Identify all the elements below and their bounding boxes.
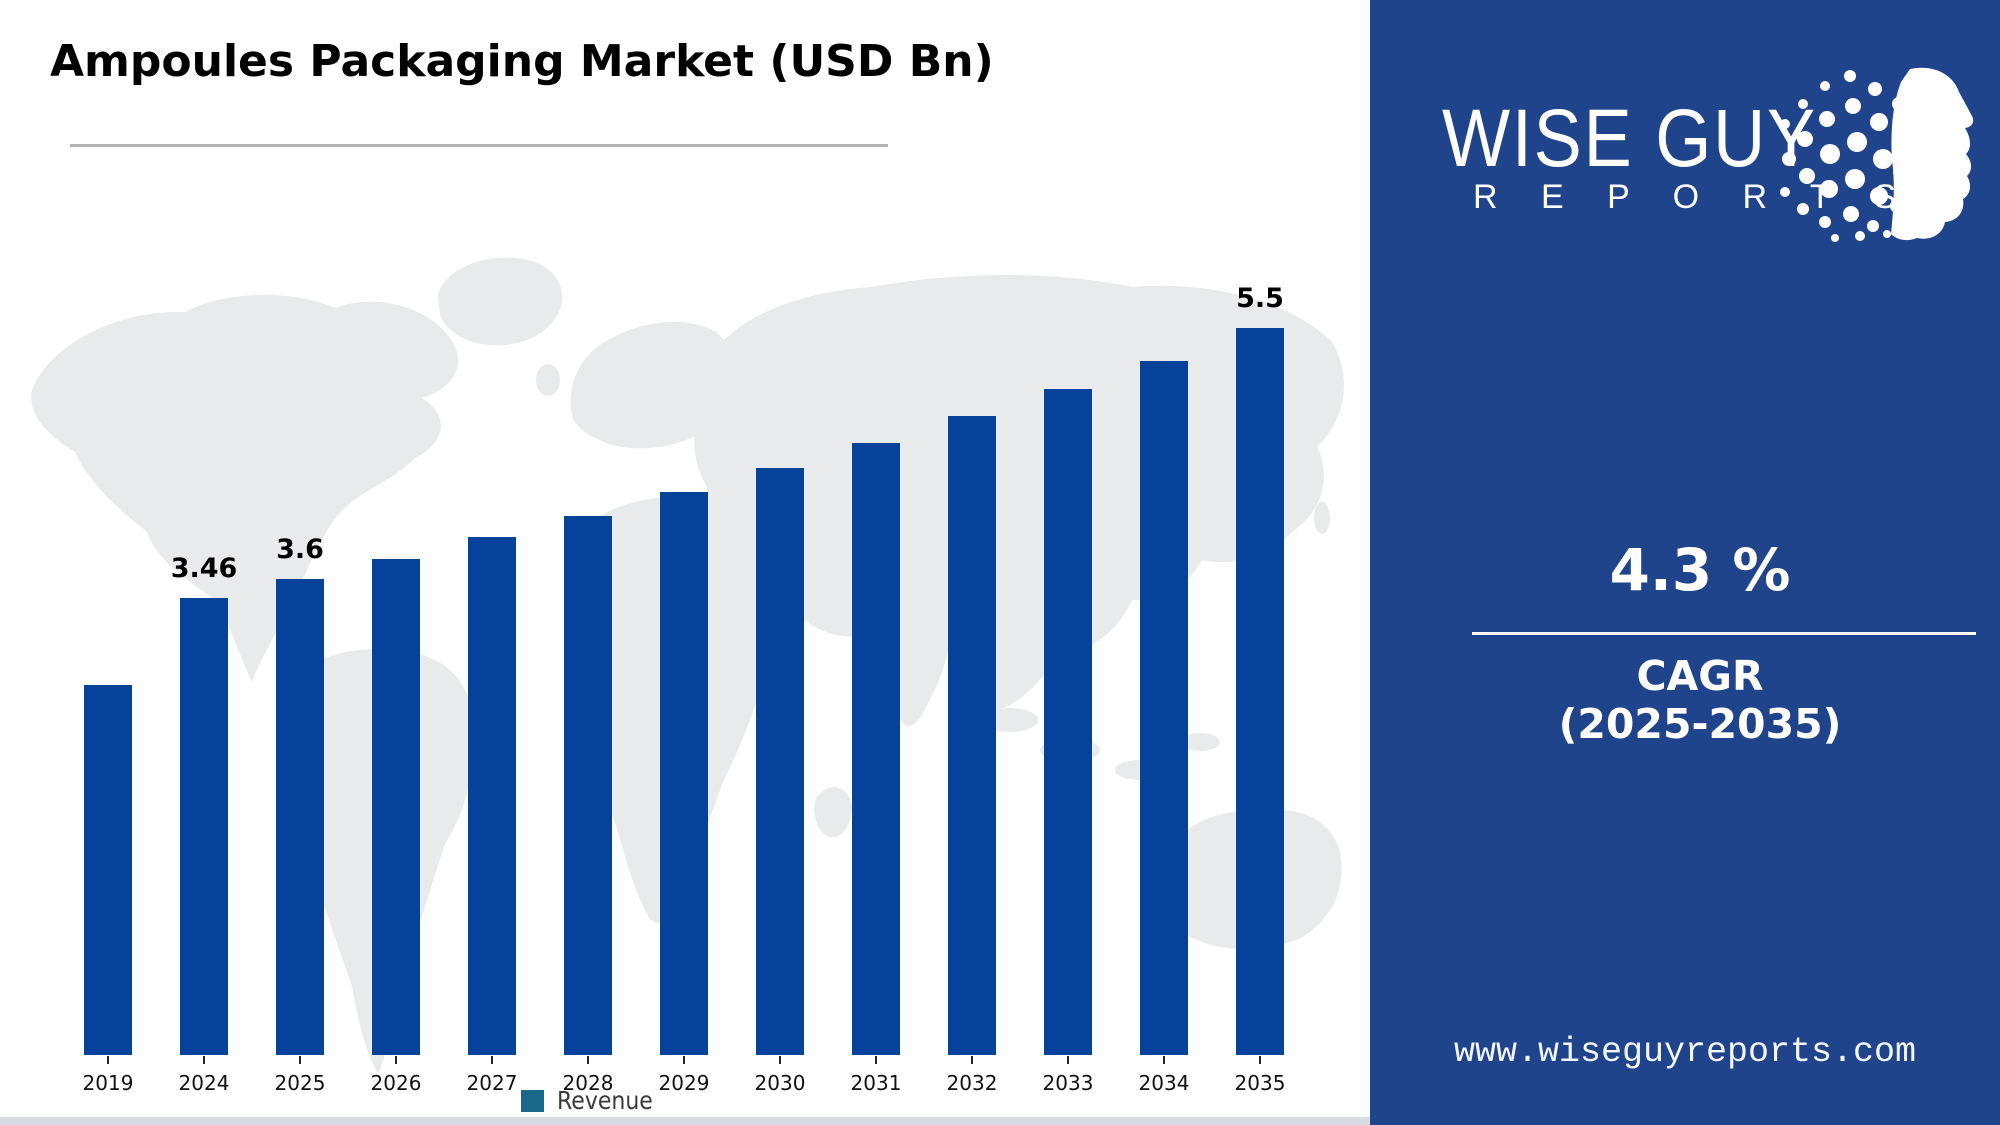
bar-2031 (852, 443, 900, 1055)
bar-group-2024: 3.46 2024 (171, 300, 238, 1095)
bar-group-2027: 2027 (467, 300, 517, 1095)
bottom-strip (0, 1117, 1370, 1125)
bar-2035 (1236, 328, 1284, 1055)
bar-2034 (1140, 361, 1188, 1055)
axis-label-2030: 2030 (754, 1071, 806, 1095)
bar-group-2029: 2029 (659, 300, 709, 1095)
bar-2030 (756, 468, 804, 1055)
axis-label-2019: 2019 (82, 1071, 134, 1095)
bar-2025 (276, 579, 324, 1055)
bar-2032 (948, 416, 996, 1055)
page-title: Ampoules Packaging Market (USD Bn) (50, 36, 994, 87)
axis-label-2025: 2025 (274, 1071, 326, 1095)
axis-tick-2024 (203, 1056, 205, 1064)
chart-side: Ampoules Packaging Market (USD Bn) (0, 36, 1370, 1125)
bar-group-2031: 2031 (851, 300, 901, 1095)
axis-tick-2026 (395, 1056, 397, 1064)
value-label-2025: 3.6 (276, 534, 324, 565)
axis-label-2028: 2028 (562, 1071, 614, 1095)
bar-group-2026: 2026 (371, 300, 421, 1095)
axis-label-2032: 2032 (946, 1071, 998, 1095)
bar-2024 (180, 598, 228, 1055)
axis-label-2031: 2031 (850, 1071, 902, 1095)
axis-tick-2035 (1259, 1056, 1261, 1064)
wise-guy-reports-logo: WISE GUY R E P O R T S (1370, 0, 2000, 260)
title-underline (70, 144, 888, 147)
cagr-value: 4.3 % (1609, 536, 1791, 604)
axis-label-2035: 2035 (1234, 1071, 1286, 1095)
axis-tick-2025 (299, 1056, 301, 1064)
bar-group-2019: 2019 (83, 300, 133, 1095)
bar-group-2032: 2032 (947, 300, 997, 1095)
bar-group-2025: 3.6 2025 (275, 300, 326, 1095)
axis-tick-2033 (1067, 1056, 1069, 1064)
axis-label-2027: 2027 (466, 1071, 518, 1095)
bar-2033 (1044, 389, 1092, 1055)
bar-2026 (372, 559, 420, 1055)
value-label-2035: 5.5 (1236, 283, 1284, 314)
axis-label-2024: 2024 (178, 1071, 230, 1095)
axis-label-2029: 2029 (658, 1071, 710, 1095)
value-label-2024: 3.46 (170, 553, 238, 584)
cagr-range: (2025-2035) (1558, 700, 1842, 748)
axis-tick-2032 (971, 1056, 973, 1064)
logo-head-icon (1780, 67, 1974, 242)
brand-panel: WISE GUY R E P O R T S 4.3 % CAGR (2025-… (1370, 0, 2000, 1125)
bar-chart: 2019 3.46 2024 3.6 2025 2026 2027 2028 2029 2030 2… (83, 283, 1332, 1095)
bar-2027 (468, 537, 516, 1055)
bar-group-2033: 2033 (1043, 300, 1093, 1095)
axis-tick-2019 (107, 1056, 109, 1064)
website-link[interactable]: www.wiseguyreports.com (1453, 1032, 1917, 1072)
cagr-label: CAGR (1636, 652, 1764, 700)
bar-group-2035: 5.5 2035 (1235, 283, 1286, 1095)
bar-group-2030: 2030 (755, 300, 805, 1095)
axis-tick-2029 (683, 1056, 685, 1064)
axis-label-2034: 2034 (1138, 1071, 1190, 1095)
legend: Revenue (521, 1086, 666, 1115)
bar-2029 (660, 492, 708, 1055)
bar-group-2034: 2034 (1139, 300, 1189, 1095)
axis-tick-2031 (875, 1056, 877, 1064)
bar-group-2028: 2028 (563, 300, 613, 1095)
axis-label-2026: 2026 (370, 1071, 422, 1095)
legend-color-swatch (521, 1089, 544, 1112)
divider-line (1472, 632, 1976, 635)
axis-tick-2027 (491, 1056, 493, 1064)
axis-tick-2034 (1163, 1056, 1165, 1064)
axis-tick-2028 (587, 1056, 589, 1064)
logo-wise-guy-text: WISE GUY (1442, 93, 1817, 184)
bar-2019 (84, 685, 132, 1055)
axis-tick-2030 (779, 1056, 781, 1064)
bar-2028 (564, 516, 612, 1055)
axis-label-2033: 2033 (1042, 1071, 1094, 1095)
legend-label: Revenue (557, 1086, 653, 1115)
